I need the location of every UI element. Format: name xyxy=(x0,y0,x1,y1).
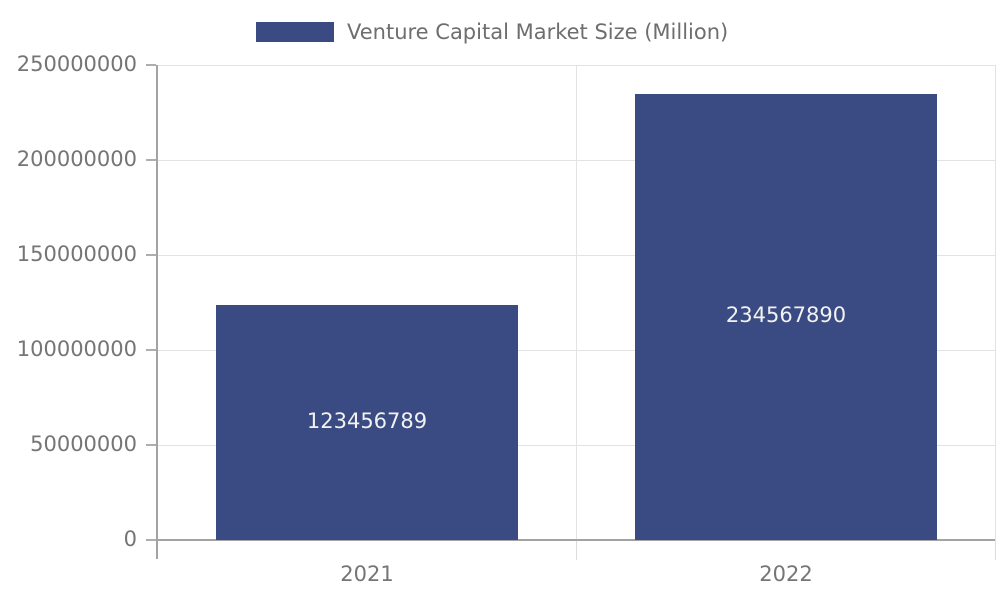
y-tick-label: 50000000 xyxy=(30,432,137,456)
x-axis-label: 2022 xyxy=(759,562,813,586)
y-axis-tick xyxy=(146,444,156,446)
y-tick-label: 100000000 xyxy=(16,337,137,361)
bar-value-label: 123456789 xyxy=(306,409,428,433)
y-tick-label: 150000000 xyxy=(16,242,137,266)
x-axis-line xyxy=(157,539,995,541)
gridline-vertical xyxy=(994,65,996,540)
y-tick-label: 0 xyxy=(123,527,137,551)
y-axis-tick xyxy=(146,539,156,541)
y-tick-label: 250000000 xyxy=(16,52,137,76)
bar[interactable] xyxy=(216,305,518,540)
bar-value-label: 234567890 xyxy=(725,303,847,327)
y-axis-tick xyxy=(146,349,156,351)
x-axis-tick xyxy=(575,540,577,560)
y-axis-tick xyxy=(146,64,156,66)
y-axis-line xyxy=(156,65,158,559)
x-axis-tick xyxy=(994,540,996,560)
x-axis-label: 2021 xyxy=(340,562,394,586)
y-tick-label: 200000000 xyxy=(16,147,137,171)
legend-label: Venture Capital Market Size (Million) xyxy=(347,20,729,44)
legend-swatch-icon xyxy=(256,22,334,42)
y-axis-tick xyxy=(146,159,156,161)
y-axis-tick xyxy=(146,254,156,256)
bar[interactable] xyxy=(635,94,937,540)
gridline-vertical xyxy=(575,65,577,540)
legend-item[interactable]: Venture Capital Market Size (Million) xyxy=(256,20,728,44)
